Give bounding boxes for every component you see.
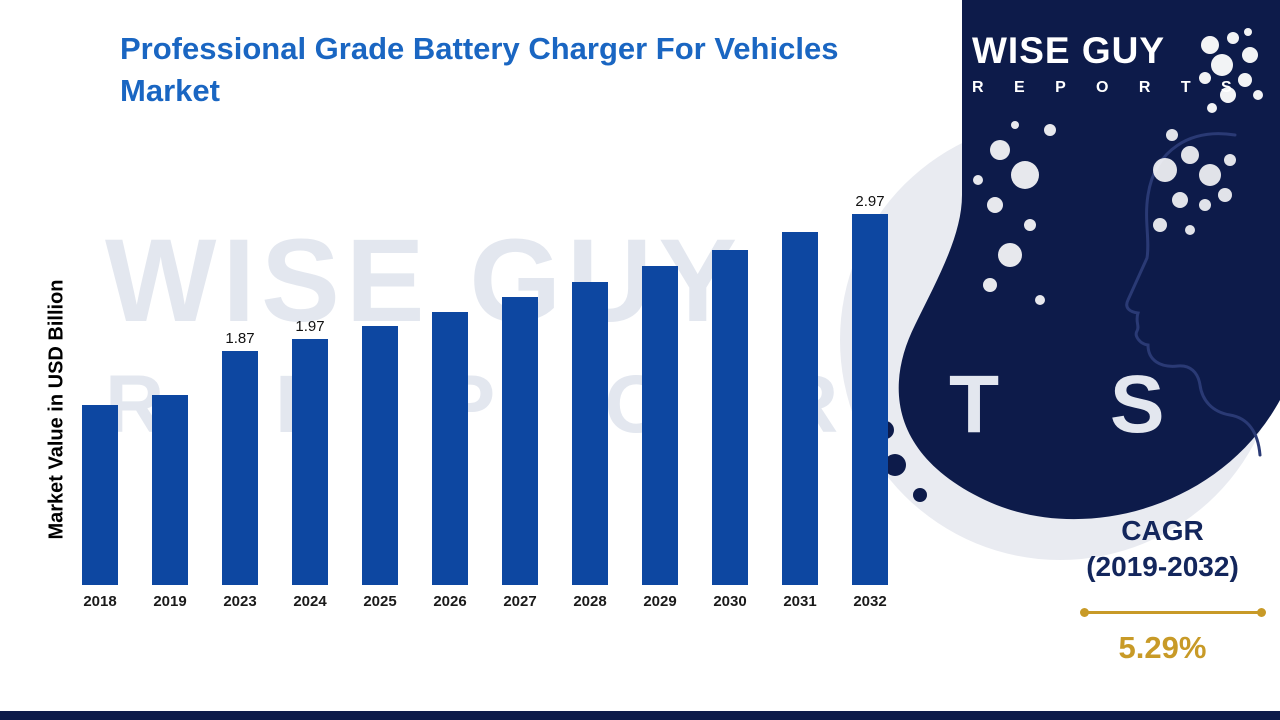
bar-group <box>345 160 415 585</box>
cagr-range: (2019-2032) <box>1086 551 1239 582</box>
bar-group: 1.97 <box>275 160 345 585</box>
x-axis: 2018 2019 2023 2024 2025 2026 2027 2028 2029 2030… <box>65 593 905 610</box>
x-axis-label: 2032 <box>853 593 887 610</box>
cagr-label: CAGR <box>1121 515 1204 546</box>
bar-group <box>625 160 695 585</box>
x-axis-label: 2023 <box>223 593 257 610</box>
x-axis-label: 2025 <box>363 593 397 610</box>
bar-group: 2.97 <box>835 160 905 585</box>
bar <box>852 214 888 585</box>
chart-title: Professional Grade Battery Charger For V… <box>120 31 839 108</box>
bar <box>152 395 188 585</box>
x-axis-label: 2028 <box>573 593 607 610</box>
x-axis-label: 2027 <box>503 593 537 610</box>
bar-group <box>555 160 625 585</box>
x-axis-label: 2018 <box>83 593 117 610</box>
bars: 1.87 1.97 2.97 <box>65 160 905 585</box>
x-axis-label: 2024 <box>293 593 327 610</box>
bar-group <box>695 160 765 585</box>
bar-group <box>65 160 135 585</box>
bar <box>432 312 468 585</box>
watermark-line1: WISE GUY <box>105 215 744 347</box>
bottom-bar <box>0 711 1280 720</box>
bar <box>222 351 258 585</box>
bar-group: 1.87 <box>205 160 275 585</box>
x-axis-label: 2031 <box>783 593 817 610</box>
x-axis-label: 2029 <box>643 593 677 610</box>
bar <box>572 282 608 585</box>
bar <box>642 266 678 585</box>
x-axis-label: 2026 <box>433 593 467 610</box>
divider-line <box>1080 608 1266 617</box>
cagr-value: 5.29% <box>1118 630 1207 665</box>
bar <box>292 339 328 585</box>
bar <box>502 297 538 585</box>
brand-logo: WISE GUY R E P O R T S <box>972 32 1245 96</box>
bar-group <box>765 160 835 585</box>
bar <box>362 326 398 585</box>
bar-group <box>485 160 555 585</box>
cagr-block: CAGR (2019-2032) <box>1050 513 1275 585</box>
bar <box>782 232 818 585</box>
bar-group <box>135 160 205 585</box>
brand-subtitle: R E P O R T S <box>972 79 1245 96</box>
bar-value-label: 1.97 <box>295 318 325 335</box>
bar <box>82 405 118 585</box>
x-axis-label: 2030 <box>713 593 747 610</box>
bar <box>712 250 748 585</box>
x-axis-label: 2019 <box>153 593 187 610</box>
bar-value-label: 2.97 <box>855 193 885 210</box>
brain-dots-cluster <box>1153 129 1236 235</box>
bar-value-label: 1.87 <box>225 330 255 347</box>
brand-name: WISE GUY <box>972 30 1166 71</box>
bar-group <box>415 160 485 585</box>
